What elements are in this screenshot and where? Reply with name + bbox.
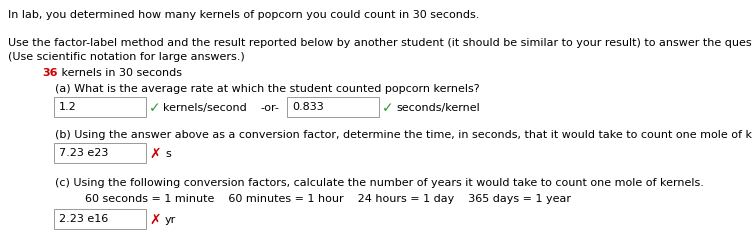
FancyBboxPatch shape (54, 97, 146, 117)
Text: 7.23 e23: 7.23 e23 (59, 148, 108, 158)
Text: 60 seconds = 1 minute    60 minutes = 1 hour    24 hours = 1 day    365 days = 1: 60 seconds = 1 minute 60 minutes = 1 hou… (85, 194, 571, 204)
Text: (c) Using the following conversion factors, calculate the number of years it wou: (c) Using the following conversion facto… (55, 178, 704, 188)
Text: (a) What is the average rate at which the student counted popcorn kernels?: (a) What is the average rate at which th… (55, 84, 480, 94)
Text: In lab, you determined how many kernels of popcorn you could count in 30 seconds: In lab, you determined how many kernels … (8, 10, 479, 20)
Text: ✗: ✗ (149, 213, 161, 227)
Text: (Use scientific notation for large answers.): (Use scientific notation for large answe… (8, 52, 244, 62)
Text: s: s (165, 149, 171, 159)
Text: kernels/second: kernels/second (163, 103, 247, 113)
Text: seconds/kernel: seconds/kernel (396, 103, 480, 113)
Text: 0.833: 0.833 (292, 102, 324, 112)
Text: yr: yr (165, 215, 176, 225)
Text: Use the factor-label method and the result reported below by another student (it: Use the factor-label method and the resu… (8, 38, 752, 48)
Text: 1.2: 1.2 (59, 102, 77, 112)
Text: ✗: ✗ (149, 147, 161, 161)
FancyBboxPatch shape (54, 143, 146, 163)
Text: 2.23 e16: 2.23 e16 (59, 214, 108, 224)
Text: 36: 36 (42, 68, 57, 78)
FancyBboxPatch shape (287, 97, 379, 117)
Text: kernels in 30 seconds: kernels in 30 seconds (58, 68, 182, 78)
FancyBboxPatch shape (54, 209, 146, 229)
Text: ✓: ✓ (149, 101, 161, 115)
Text: ✓: ✓ (382, 101, 393, 115)
Text: -or-: -or- (260, 103, 279, 113)
Text: (b) Using the answer above as a conversion factor, determine the time, in second: (b) Using the answer above as a conversi… (55, 130, 752, 140)
